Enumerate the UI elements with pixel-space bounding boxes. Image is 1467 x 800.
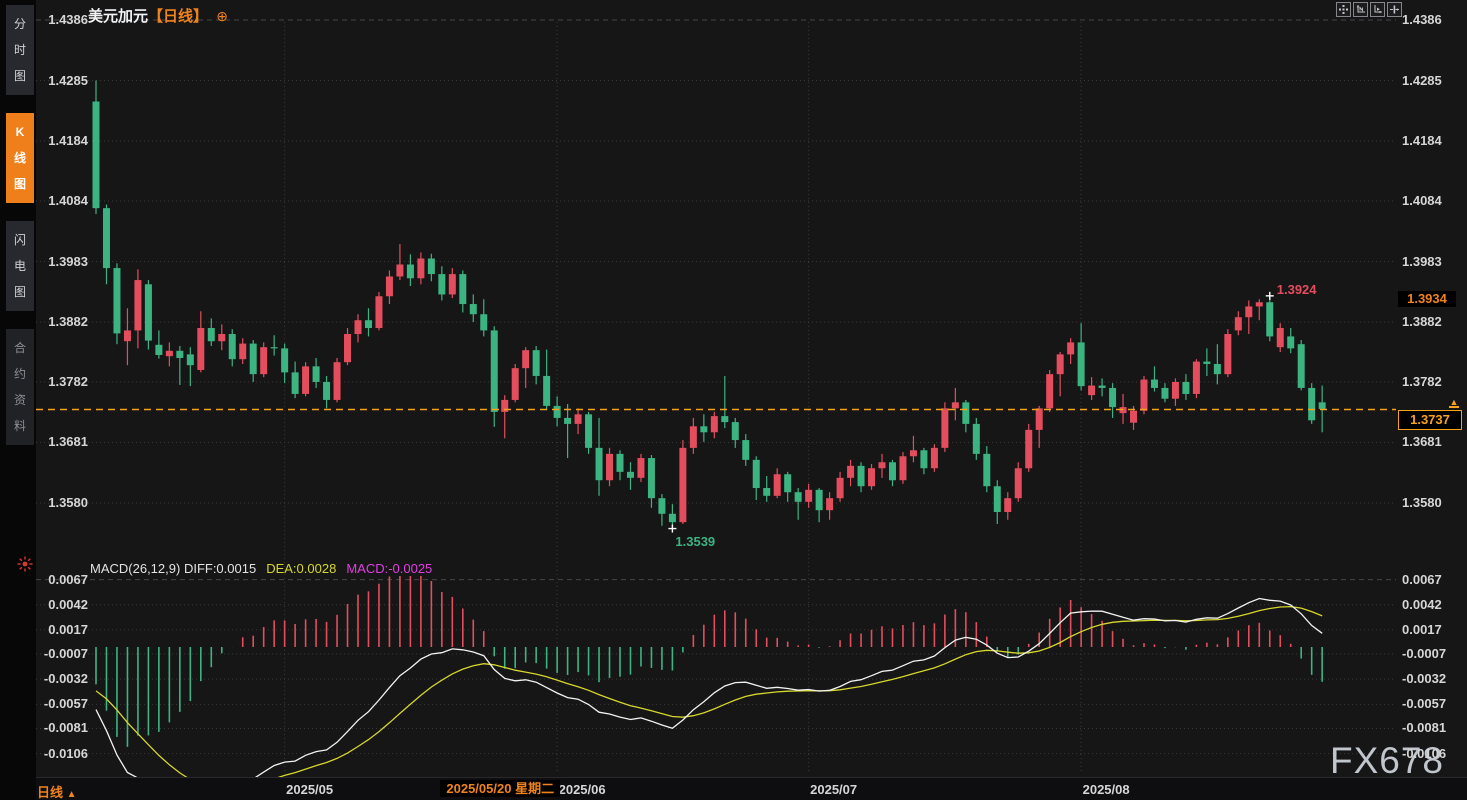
x-axis-label: 2025/05 [286, 782, 334, 797]
price-tick-right: 1.4184 [1402, 133, 1442, 149]
macd-group [95, 576, 1323, 778]
price-tick-right: 1.3681 [1402, 434, 1442, 450]
price-tick-left: 1.3681 [48, 434, 88, 450]
brand-watermark: FX678 [1330, 740, 1445, 781]
price-tick-right: 1.4084 [1402, 192, 1442, 208]
macd-tick-left: 0.0042 [48, 596, 88, 612]
selected-date-label: 2025/05/20 星期二 [440, 780, 561, 797]
sidebar-tab-1[interactable]: 分 时 图 [6, 5, 34, 95]
chart-title: 美元加元【日线】 ⊕ [88, 5, 228, 25]
price-tick-right: 1.3983 [1402, 253, 1442, 269]
price-tick-left: 1.4285 [48, 72, 88, 88]
macd-tick-right: 0.0017 [1402, 621, 1442, 637]
price-tick-right: 1.4285 [1402, 72, 1442, 88]
candles-group [92, 80, 1326, 528]
move-crosshair-icon[interactable] [1336, 2, 1351, 17]
price-tick-left: 1.3882 [48, 314, 88, 330]
x-axis-label: 2025/08 [1082, 782, 1130, 797]
price-tick-right: 1.3782 [1402, 373, 1442, 389]
price-tick-right: 1.3580 [1402, 495, 1442, 510]
price-tick-right: 1.4386 [1402, 12, 1442, 27]
current-price-tag: 1.3737 [1398, 410, 1462, 430]
price-marker-icon[interactable]: ▲ [1449, 397, 1459, 408]
x-axis-scale-icon[interactable] [1370, 2, 1385, 17]
price-tick-left: 1.3983 [48, 253, 88, 269]
sidebar-tab-3[interactable]: 闪 电 图 [6, 221, 34, 311]
price-tick-left: 1.4184 [48, 133, 88, 149]
session-high-tag: 1.3934 [1398, 291, 1456, 307]
period-tag: 【日线】 [148, 8, 209, 25]
left-sidebar: 分 时 图 K 线 图闪 电 图合 约 资 料 [0, 0, 36, 800]
macd-tick-right: -0.0032 [1402, 671, 1447, 687]
macd-dea-value: DEA:0.0028 [266, 561, 337, 576]
add-indicator-icon[interactable]: ⊕ [216, 8, 228, 24]
macd-tick-right: -0.0081 [1402, 720, 1447, 736]
symbol-name: 美元加元 [88, 8, 149, 25]
macd-tick-left: 0.0067 [48, 571, 88, 587]
macd-tick-right: -0.0106 [1402, 745, 1447, 761]
macd-tick-left: -0.0106 [43, 745, 88, 761]
jump-to-latest-icon[interactable] [1387, 2, 1402, 17]
x-axis-label: 2025/06 [558, 782, 606, 797]
macd-value: MACD:-0.0025 [346, 561, 433, 576]
macd-tick-left: -0.0081 [43, 720, 88, 736]
macd-tick-right: 0.0042 [1402, 596, 1442, 612]
chevron-up-icon: ▲ [66, 789, 77, 800]
macd-tick-left: -0.0007 [43, 646, 88, 662]
macd-tick-right: 0.0067 [1402, 571, 1442, 587]
macd-tick-right: -0.0057 [1402, 696, 1447, 712]
macd-tick-left: 0.0017 [48, 621, 88, 637]
period-selector[interactable]: 日线 ▲ [37, 785, 77, 800]
sidebar-tab-4[interactable]: 合 约 资 料 [6, 329, 34, 445]
y-axis-scale-icon[interactable] [1353, 2, 1368, 17]
low-annotation: 1.3539 [675, 533, 716, 549]
chart-toolbar [1336, 2, 1402, 17]
macd-tick-left: -0.0032 [43, 671, 88, 687]
price-tick-left: 1.3782 [48, 373, 88, 389]
time-axis-bar: 日线 ▲ 2025/05 2025/06 2025/07 2025/08 2025/05… [0, 777, 1467, 800]
macd-tick-left: -0.0057 [43, 696, 88, 712]
high-annotation: 1.3924 [1276, 281, 1317, 297]
price-tick-right: 1.3882 [1402, 314, 1442, 330]
sidebar-tab-2[interactable]: K 线 图 [6, 113, 34, 203]
macd-indicator-header: MACD(26,12,9) DIFF:0.0015 DEA:0.0028 MACD:… [90, 561, 432, 576]
price-tick-left: 1.4386 [48, 12, 88, 27]
price-alert-icon[interactable] [17, 556, 33, 572]
macd-formula: MACD(26,12,9) DIFF:0.0015 [90, 561, 257, 576]
price-tick-left: 1.3580 [48, 495, 88, 510]
price-tick-left: 1.4084 [48, 192, 88, 208]
x-axis-label: 2025/07 [810, 782, 858, 797]
macd-tick-right: -0.0007 [1402, 646, 1447, 662]
